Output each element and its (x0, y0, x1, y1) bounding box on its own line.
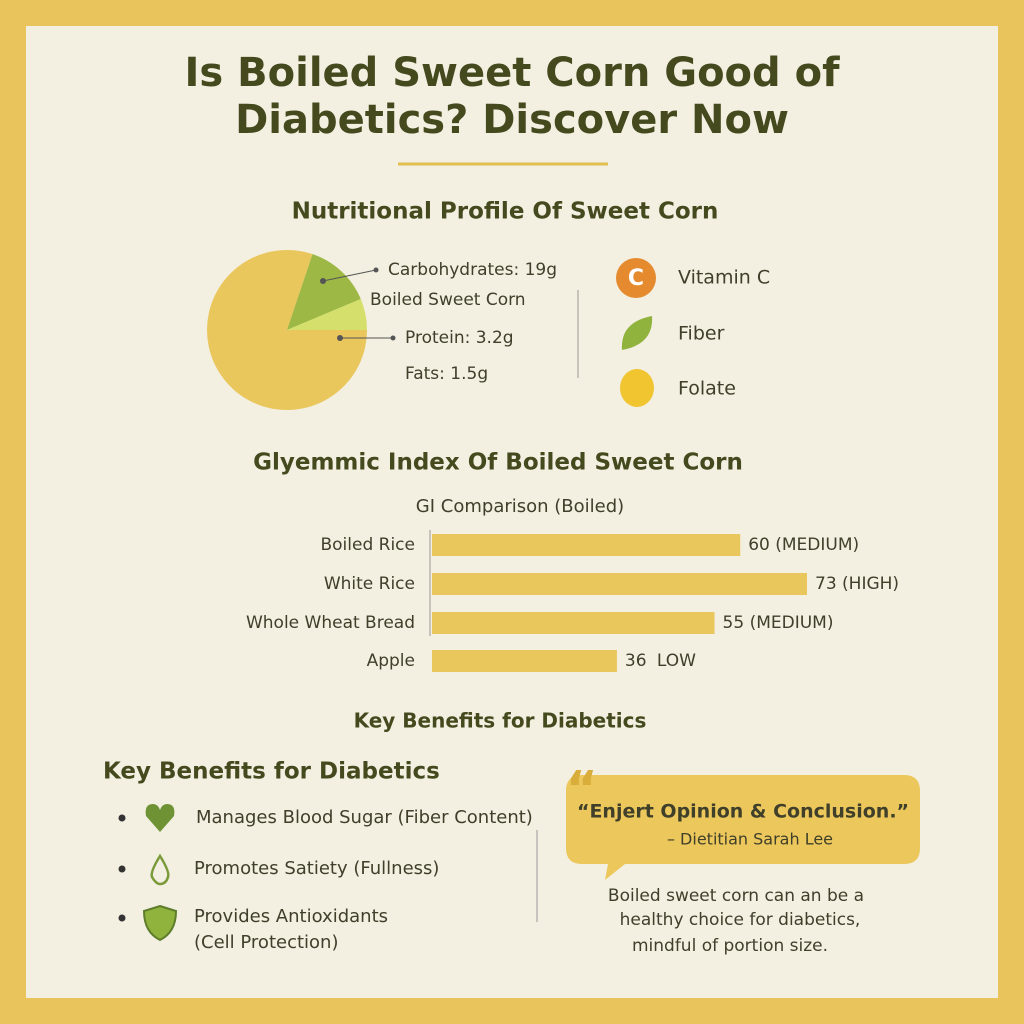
category-label: White Rice (324, 574, 415, 594)
pie-label: Fats: 1.5g (405, 364, 488, 384)
bar (432, 650, 617, 672)
annotation: LOW (657, 651, 696, 671)
title: Diabetics? Discover Now (235, 97, 789, 143)
nutrient-label: Fiber (678, 323, 725, 345)
pie-slice (287, 254, 361, 330)
category-label: Apple (367, 651, 415, 671)
section-heading: Key Benefits for Diabetics (354, 709, 647, 733)
category-label: Boiled Rice (320, 535, 415, 555)
bar (432, 534, 741, 556)
benefit-text: Promotes Satiety (Fullness) (194, 858, 439, 879)
quote-box (566, 775, 920, 880)
category-label: Whole Wheat Bread (246, 613, 415, 633)
leader-line (322, 269, 377, 282)
value-label: 36 (625, 651, 647, 671)
quote-mark: “ (566, 761, 598, 817)
icon-letter: C (628, 266, 644, 291)
pie-slice (287, 299, 367, 330)
value-label: 55 (MEDIUM) (723, 613, 834, 633)
pie-title: Boiled Sweet Corn (370, 290, 526, 310)
drop-icon (150, 853, 170, 886)
bullet (118, 914, 126, 922)
benefit-text: Provides Antioxidants (194, 906, 388, 927)
pie-label: Carbohydrates: 19g (388, 260, 557, 280)
section-heading: Glyemmic Index Of Boiled Sweet Corn (253, 450, 743, 476)
bar (432, 612, 715, 634)
nutrient-label: Folate (678, 378, 736, 400)
conclusion: healthy choice for diabetics, (620, 910, 861, 930)
leader-dot (390, 335, 396, 341)
title: Is Boiled Sweet Corn Good of (185, 50, 841, 96)
nutrient-label: Vitamin C (678, 267, 770, 289)
value-label: 73 (HIGH) (815, 574, 899, 594)
bullet (118, 865, 126, 873)
conclusion: Boiled sweet corn can an be a (608, 886, 864, 906)
bullet (118, 814, 126, 822)
value-label: 60 (MEDIUM) (748, 535, 859, 555)
bar (432, 573, 807, 595)
quote-author: – Dietitian Sarah Lee (667, 830, 833, 849)
quote-text: “Enjert Opinion & Conclusion.” (577, 801, 909, 823)
conclusion: mindful of portion size. (632, 936, 828, 956)
shield-icon (142, 904, 178, 942)
benefit-text: Manages Blood Sugar (Fiber Content) (196, 807, 533, 828)
leaf-icon (621, 316, 653, 350)
chart-title: GI Comparison (Boiled) (416, 496, 624, 517)
heart-icon (145, 804, 175, 832)
benefit-text: (Cell Protection) (194, 932, 338, 953)
section-heading: Nutritional Profile Of Sweet Corn (292, 199, 719, 225)
pie-label: Protein: 3.2g (405, 328, 514, 348)
list-heading: Key Benefits for Diabetics (103, 759, 440, 785)
leader-dot (373, 267, 379, 273)
leader-dot (337, 335, 343, 341)
leader-dot (320, 278, 326, 284)
vitamin-icon (616, 258, 656, 298)
corn-icon (620, 369, 654, 407)
